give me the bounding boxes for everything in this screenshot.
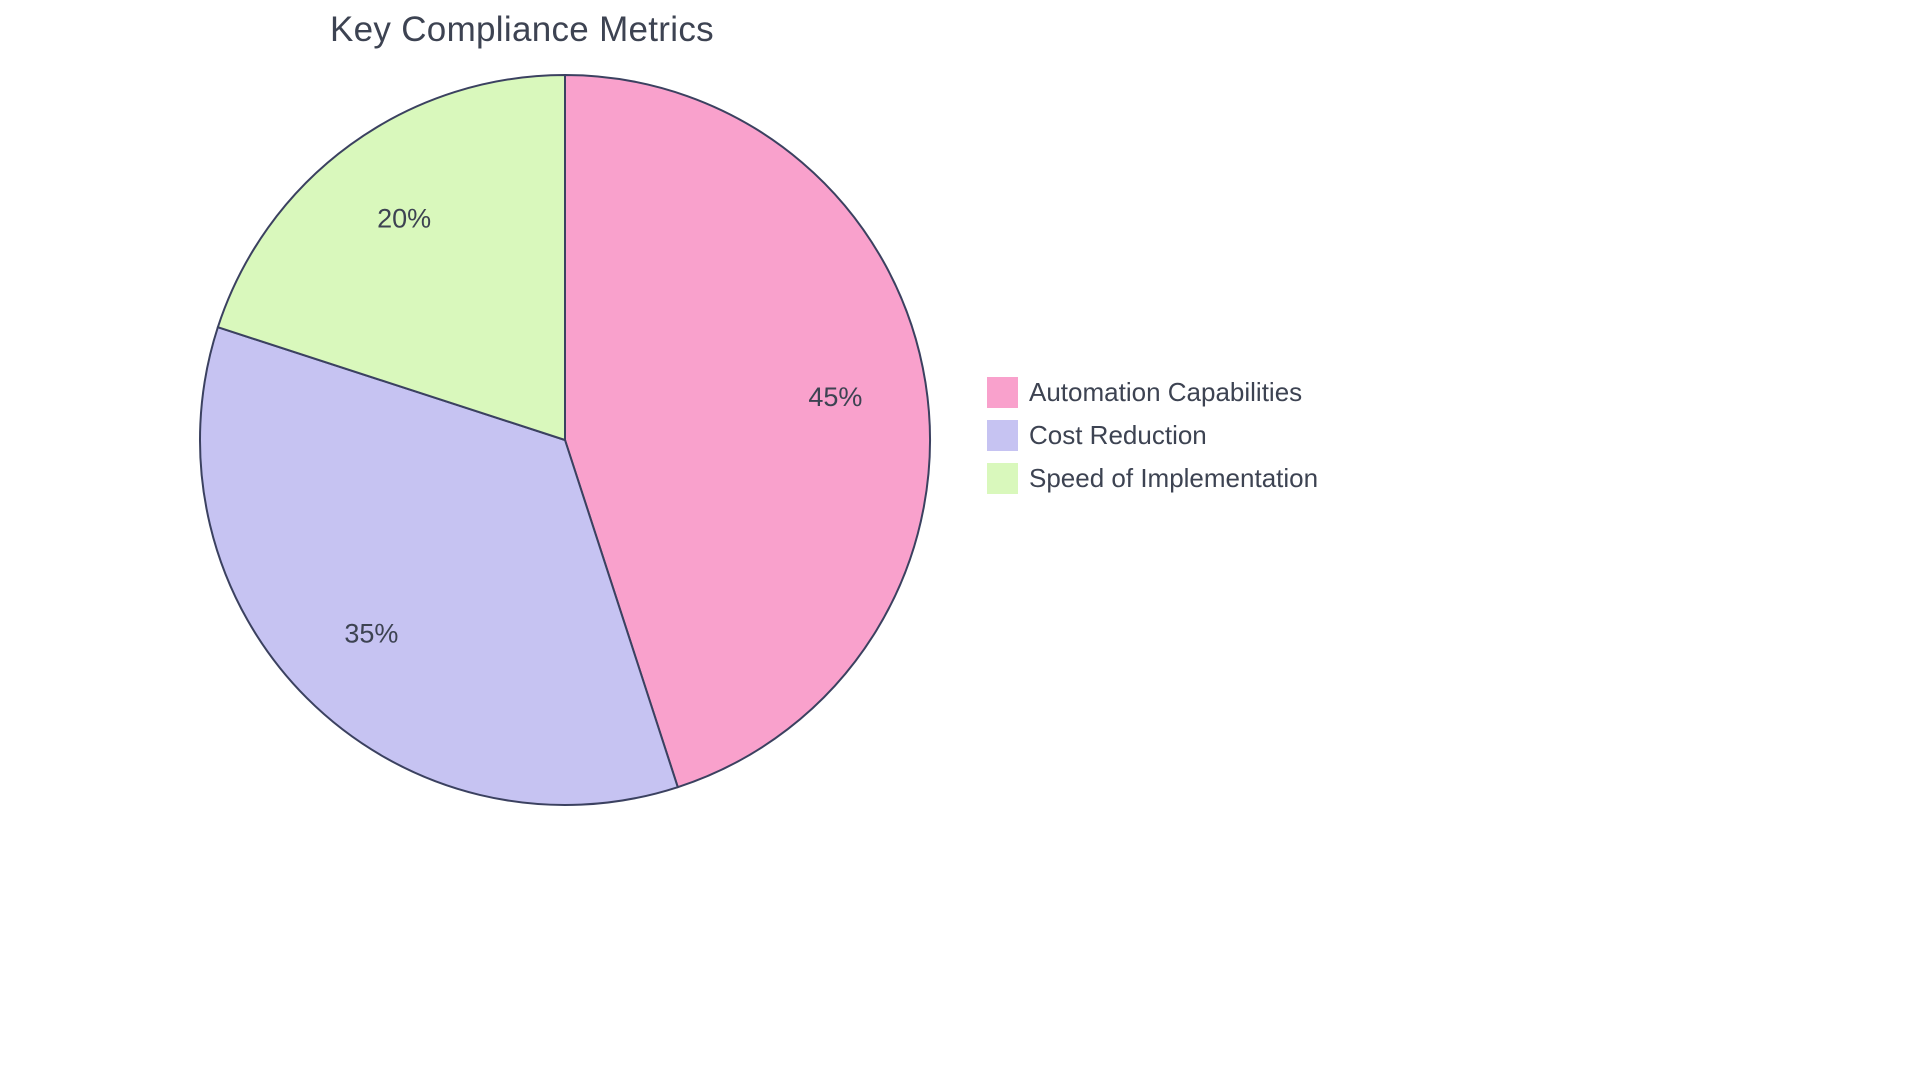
legend-item: Speed of Implementation	[987, 463, 1318, 494]
pie-slice-speed-of-implementation	[216, 74, 566, 441]
legend-item: Cost Reduction	[987, 420, 1318, 451]
pie-slice-automation-capabilities	[564, 74, 932, 789]
pie-slice-percent-label: 20%	[377, 204, 431, 234]
legend-swatch	[987, 377, 1018, 408]
legend-label: Speed of Implementation	[1029, 463, 1319, 493]
legend-label: Cost Reduction	[1029, 420, 1207, 450]
legend-swatch	[987, 420, 1018, 451]
legend-label: Automation Capabilities	[1029, 377, 1303, 407]
chart-title: Key Compliance Metrics	[330, 10, 714, 49]
legend-swatch	[987, 463, 1018, 494]
pie-slice-cost-reduction	[199, 326, 679, 806]
legend-item: Automation Capabilities	[987, 377, 1318, 408]
pie-slice-percent-label: 35%	[344, 619, 398, 649]
legend: Automation Capabilities Cost Reduction S…	[987, 377, 1318, 506]
pie-slice-percent-label: 45%	[808, 382, 862, 412]
